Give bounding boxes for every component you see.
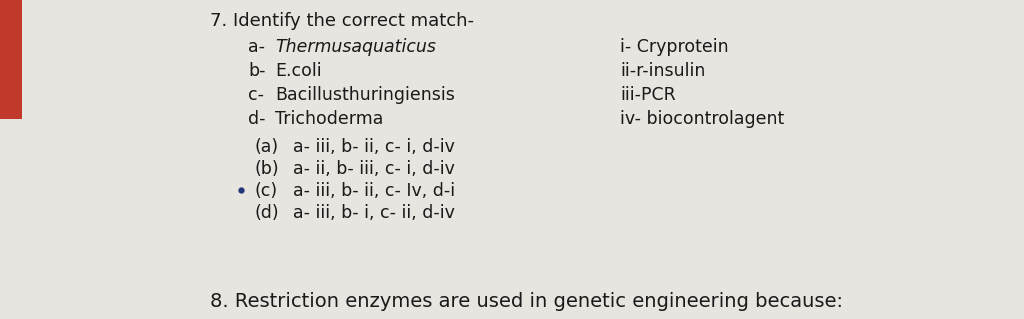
Text: (c): (c) (255, 182, 279, 200)
Text: (a): (a) (255, 138, 280, 156)
Text: E.coli: E.coli (275, 62, 322, 80)
Text: 7. Identify the correct match-: 7. Identify the correct match- (210, 12, 474, 30)
FancyBboxPatch shape (0, 0, 22, 119)
Text: 8. Restriction enzymes are used in genetic engineering because:: 8. Restriction enzymes are used in genet… (210, 292, 843, 311)
Text: a- iii, b- ii, c- i, d-iv: a- iii, b- ii, c- i, d-iv (293, 138, 455, 156)
Text: Bacillusthuringiensis: Bacillusthuringiensis (275, 86, 455, 104)
Text: ii-r-insulin: ii-r-insulin (620, 62, 706, 80)
Text: a- iii, b- ii, c- Iv, d-i: a- iii, b- ii, c- Iv, d-i (293, 182, 455, 200)
Text: a-: a- (248, 38, 265, 56)
Text: iii-PCR: iii-PCR (620, 86, 676, 104)
Text: (b): (b) (255, 160, 280, 178)
Text: b-: b- (248, 62, 265, 80)
Text: Trichoderma: Trichoderma (275, 110, 383, 128)
Text: d-: d- (248, 110, 265, 128)
Text: i- Cryprotein: i- Cryprotein (620, 38, 729, 56)
Text: (d): (d) (255, 204, 280, 222)
Text: a- iii, b- i, c- ii, d-iv: a- iii, b- i, c- ii, d-iv (293, 204, 455, 222)
Text: iv- biocontrolagent: iv- biocontrolagent (620, 110, 784, 128)
Text: Thermusaquaticus: Thermusaquaticus (275, 38, 436, 56)
Text: c-: c- (248, 86, 264, 104)
Text: a- ii, b- iii, c- i, d-iv: a- ii, b- iii, c- i, d-iv (293, 160, 455, 178)
